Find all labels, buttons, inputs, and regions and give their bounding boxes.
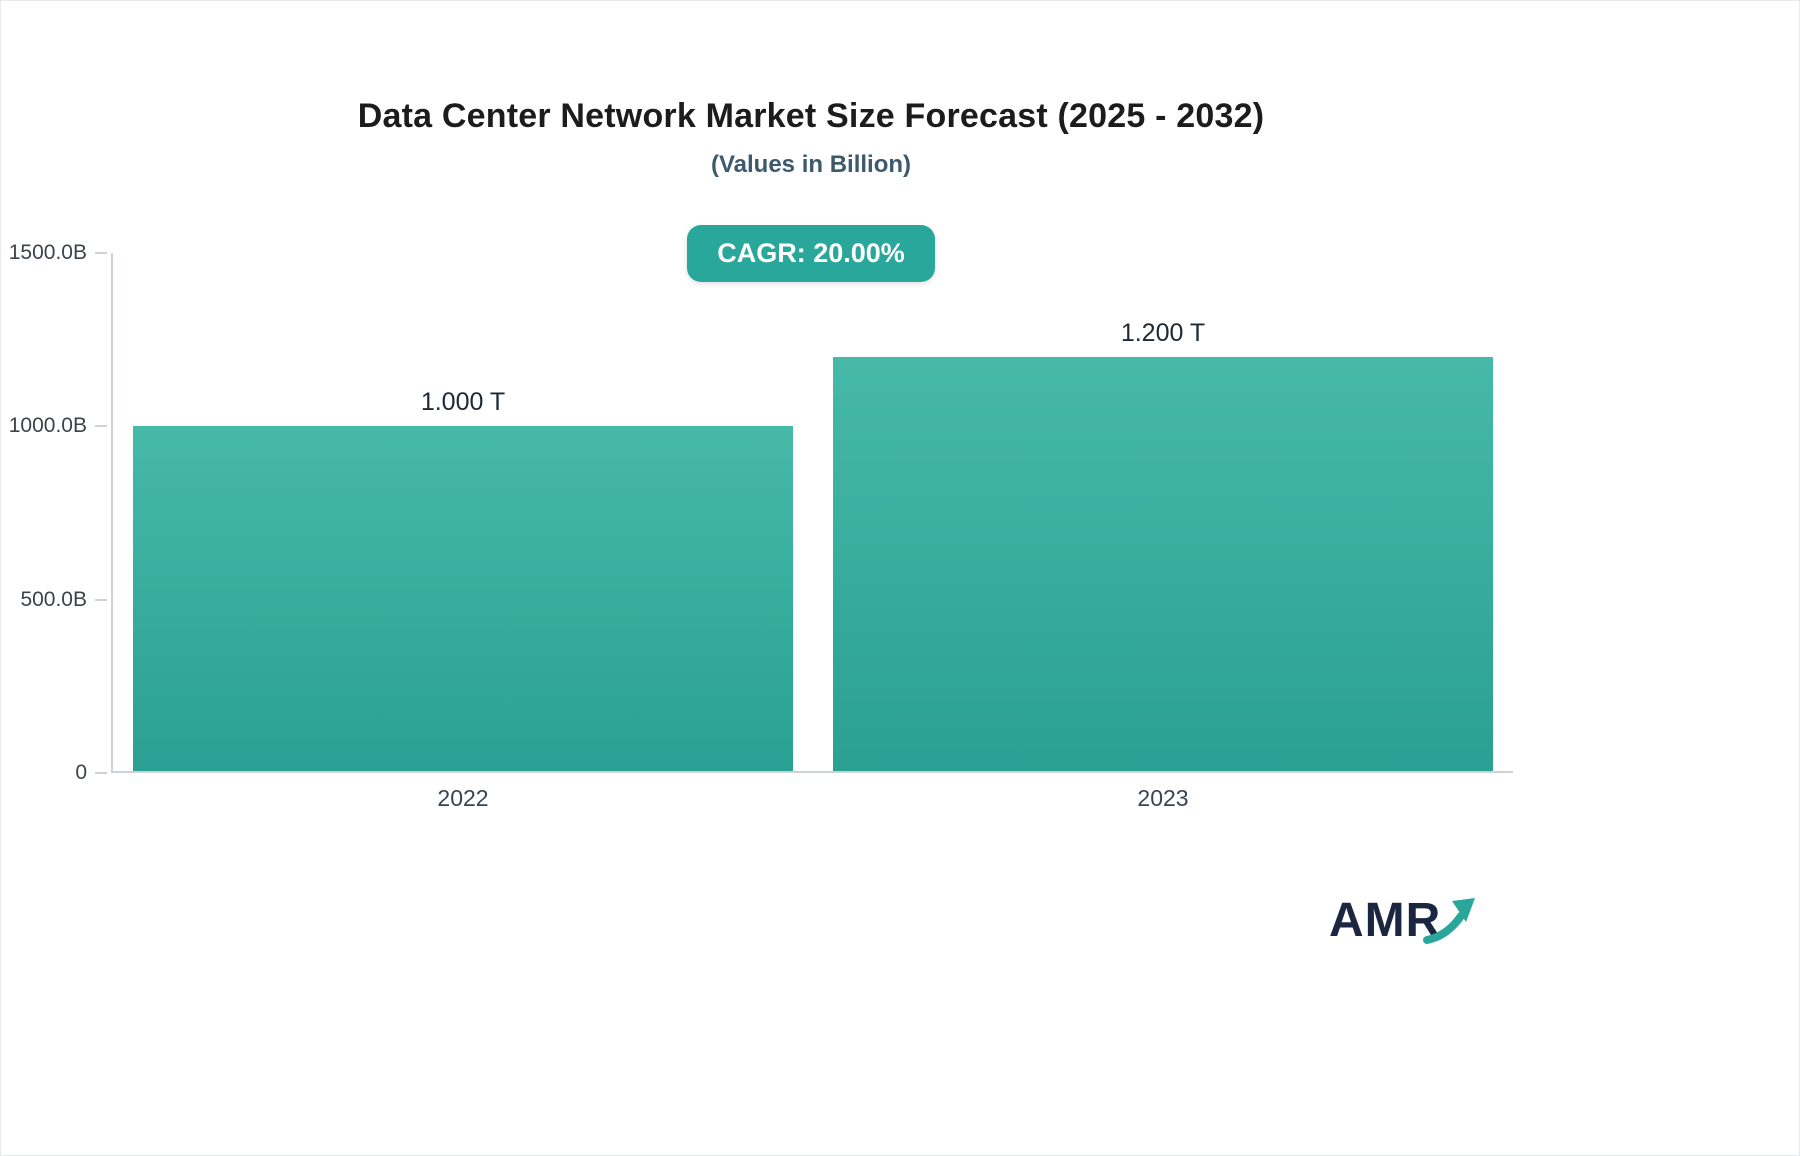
- y-tick-mark: [95, 252, 107, 254]
- y-tick-mark: [95, 598, 107, 601]
- bar-group-2022: 1.000 T 2022: [133, 253, 793, 811]
- cagr-badge-row: CAGR: 20.00%: [1, 225, 1621, 282]
- y-tick: 1500.0B: [9, 241, 107, 265]
- y-axis: 1500.0B 1000.0B 500.0B 0: [1, 241, 107, 784]
- chart-title: Data Center Network Market Size Forecast…: [357, 97, 1265, 135]
- cagr-badge: CAGR: 20.00%: [687, 225, 935, 282]
- bar-value-label: 1.200 T: [1120, 318, 1206, 347]
- bar-2022[interactable]: [133, 425, 793, 771]
- y-tick: 500.0B: [20, 588, 107, 612]
- y-tick-label: 1000.0B: [8, 414, 87, 438]
- bar-value-label: 1.000 T: [420, 387, 506, 416]
- bars: 1.000 T 2022 1.200 T 2023: [113, 253, 1513, 811]
- amr-logo-text: AMR: [1329, 894, 1442, 947]
- chart-subtitle: (Values in Billion): [710, 151, 912, 178]
- logo-arrow-icon: [1423, 897, 1476, 944]
- y-tick: 1000.0B: [9, 414, 107, 438]
- bar-2023[interactable]: [833, 356, 1493, 771]
- y-tick-mark: [95, 772, 107, 774]
- y-tick-label: 500.0B: [20, 587, 87, 611]
- amr-logo: AMR: [1329, 893, 1477, 948]
- y-tick: 0: [75, 761, 107, 785]
- y-tick-mark: [95, 425, 107, 428]
- y-tick-label: 0: [75, 761, 87, 784]
- x-axis-label: 2023: [1137, 785, 1189, 811]
- bar-group-2023: 1.200 T 2023: [833, 253, 1493, 811]
- x-axis-label: 2022: [437, 785, 489, 811]
- plot-area: 1.000 T 2022 1.200 T 2023: [111, 253, 1513, 811]
- y-tick-label: 1500.0B: [8, 241, 87, 264]
